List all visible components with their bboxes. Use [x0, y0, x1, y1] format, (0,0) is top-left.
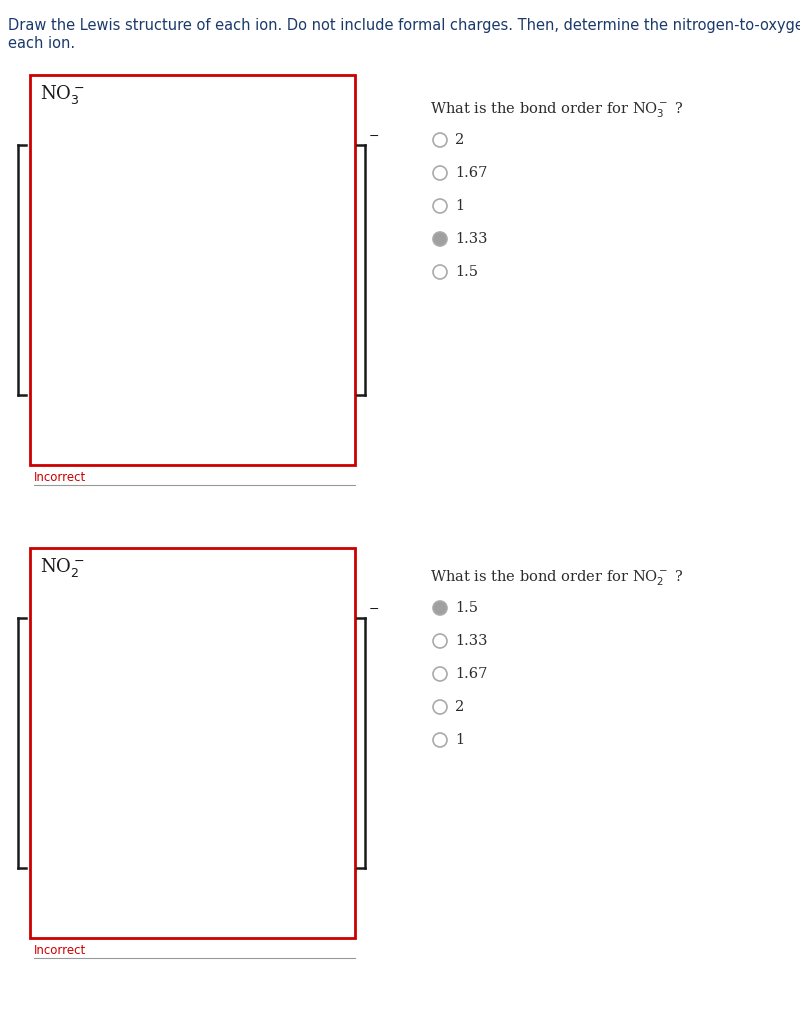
Text: each ion.: each ion.: [8, 36, 75, 51]
Circle shape: [433, 634, 447, 648]
Circle shape: [433, 133, 447, 147]
Text: 1.5: 1.5: [455, 265, 478, 279]
Text: 1: 1: [455, 733, 464, 746]
Text: 2: 2: [455, 133, 464, 147]
Text: Incorrect: Incorrect: [34, 471, 86, 484]
Circle shape: [433, 733, 447, 746]
Text: 2: 2: [455, 700, 464, 714]
Text: 1: 1: [455, 199, 464, 213]
Circle shape: [433, 166, 447, 180]
Text: NO$_2^-$: NO$_2^-$: [40, 556, 84, 579]
Text: What is the bond order for NO$_3^-$ ?: What is the bond order for NO$_3^-$ ?: [430, 100, 684, 120]
Text: 1.67: 1.67: [455, 667, 487, 681]
Text: −: −: [369, 130, 379, 143]
Circle shape: [433, 232, 447, 246]
Text: 1.33: 1.33: [455, 634, 487, 648]
Bar: [50, 110, 335, 453]
Text: Incorrect: Incorrect: [34, 944, 86, 957]
Circle shape: [433, 265, 447, 279]
Bar: [30, 75, 355, 465]
Text: 1.33: 1.33: [455, 232, 487, 246]
Text: −: −: [369, 603, 379, 616]
Circle shape: [433, 667, 447, 681]
Text: 1.67: 1.67: [455, 166, 487, 180]
Bar: [50, 583, 335, 926]
Text: 1.5: 1.5: [455, 601, 478, 615]
Text: NO$_3^-$: NO$_3^-$: [40, 83, 84, 106]
Text: Draw the Lewis structure of each ion. Do not include formal charges. Then, deter: Draw the Lewis structure of each ion. Do…: [8, 18, 800, 33]
Circle shape: [433, 199, 447, 213]
Bar: [30, 548, 355, 938]
Text: What is the bond order for NO$_2^-$ ?: What is the bond order for NO$_2^-$ ?: [430, 568, 684, 588]
Circle shape: [433, 601, 447, 615]
Circle shape: [433, 700, 447, 714]
